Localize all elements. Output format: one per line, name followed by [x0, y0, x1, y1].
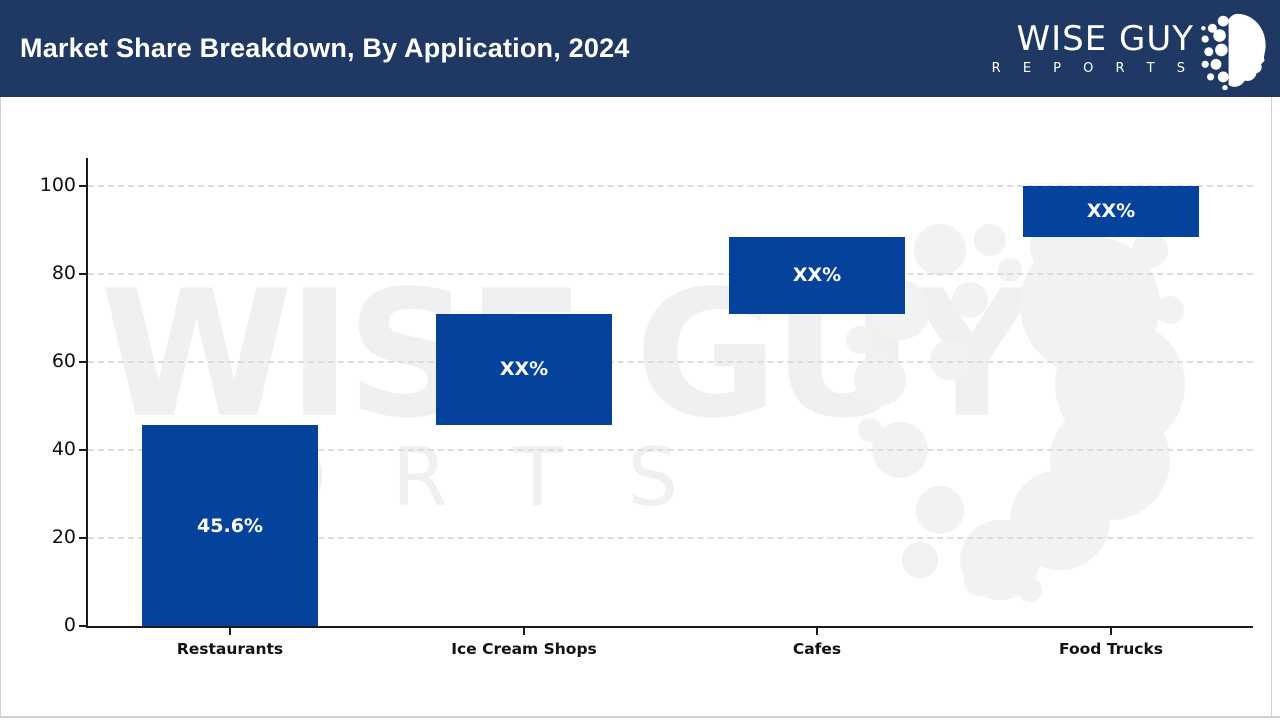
logo-name: WISE GUY — [1016, 19, 1194, 59]
x-category-label: Food Trucks — [1058, 640, 1164, 658]
y-tick-mark — [79, 272, 86, 275]
gridline — [88, 536, 1253, 539]
logo-subtitle: R E P O R T S — [991, 61, 1194, 76]
gridline — [88, 184, 1253, 187]
page-right-border — [1271, 97, 1272, 716]
logo-face-icon — [1201, 13, 1266, 90]
gridline — [88, 360, 1253, 363]
x-category-label: Cafes — [792, 640, 842, 658]
x-category-label: Ice Cream Shops — [451, 640, 597, 658]
y-tick-label: 20 — [51, 525, 76, 548]
x-tick-mark — [229, 628, 231, 635]
y-tick-mark — [79, 536, 86, 539]
y-tick-label: 100 — [39, 173, 76, 196]
x-axis-line — [86, 626, 1253, 628]
bar-restaurants: 45.6% — [142, 425, 318, 626]
watermark-face-icon — [846, 210, 1185, 602]
x-category-label: Restaurants — [176, 640, 284, 658]
bar-cafes: XX% — [729, 236, 905, 314]
gridline — [88, 448, 1253, 451]
y-axis-line — [86, 158, 88, 628]
gridline — [88, 272, 1253, 275]
logo-text: WISE GUY R E P O R T S — [992, 22, 1194, 75]
x-tick-mark — [523, 628, 525, 635]
y-tick-mark — [79, 360, 86, 363]
y-tick-label: 60 — [51, 349, 76, 372]
bar-value-label: XX% — [499, 358, 549, 381]
y-tick-label: 80 — [51, 261, 76, 284]
page-left-border — [0, 97, 1, 716]
x-tick-mark — [1110, 628, 1112, 635]
bar-value-label: XX% — [1086, 200, 1136, 223]
y-tick-mark — [79, 625, 86, 627]
bar-value-label: XX% — [792, 264, 842, 287]
y-tick-mark — [79, 448, 86, 451]
y-tick-label: 40 — [51, 437, 76, 460]
y-tick-mark — [79, 184, 86, 187]
bar-food-trucks: XX% — [1023, 185, 1199, 237]
y-tick-label: 0 — [63, 614, 76, 636]
page-title: Market Share Breakdown, By Application, … — [20, 33, 630, 63]
page-bottom-border — [0, 716, 1280, 718]
wise-guy-logo: WISE GUY R E P O R T S — [992, 8, 1270, 90]
header: Market Share Breakdown, By Application, … — [0, 0, 1280, 97]
bar-ice-cream-shops: XX% — [436, 313, 612, 426]
x-tick-mark — [816, 628, 818, 635]
bar-value-label: 45.6% — [197, 514, 263, 537]
